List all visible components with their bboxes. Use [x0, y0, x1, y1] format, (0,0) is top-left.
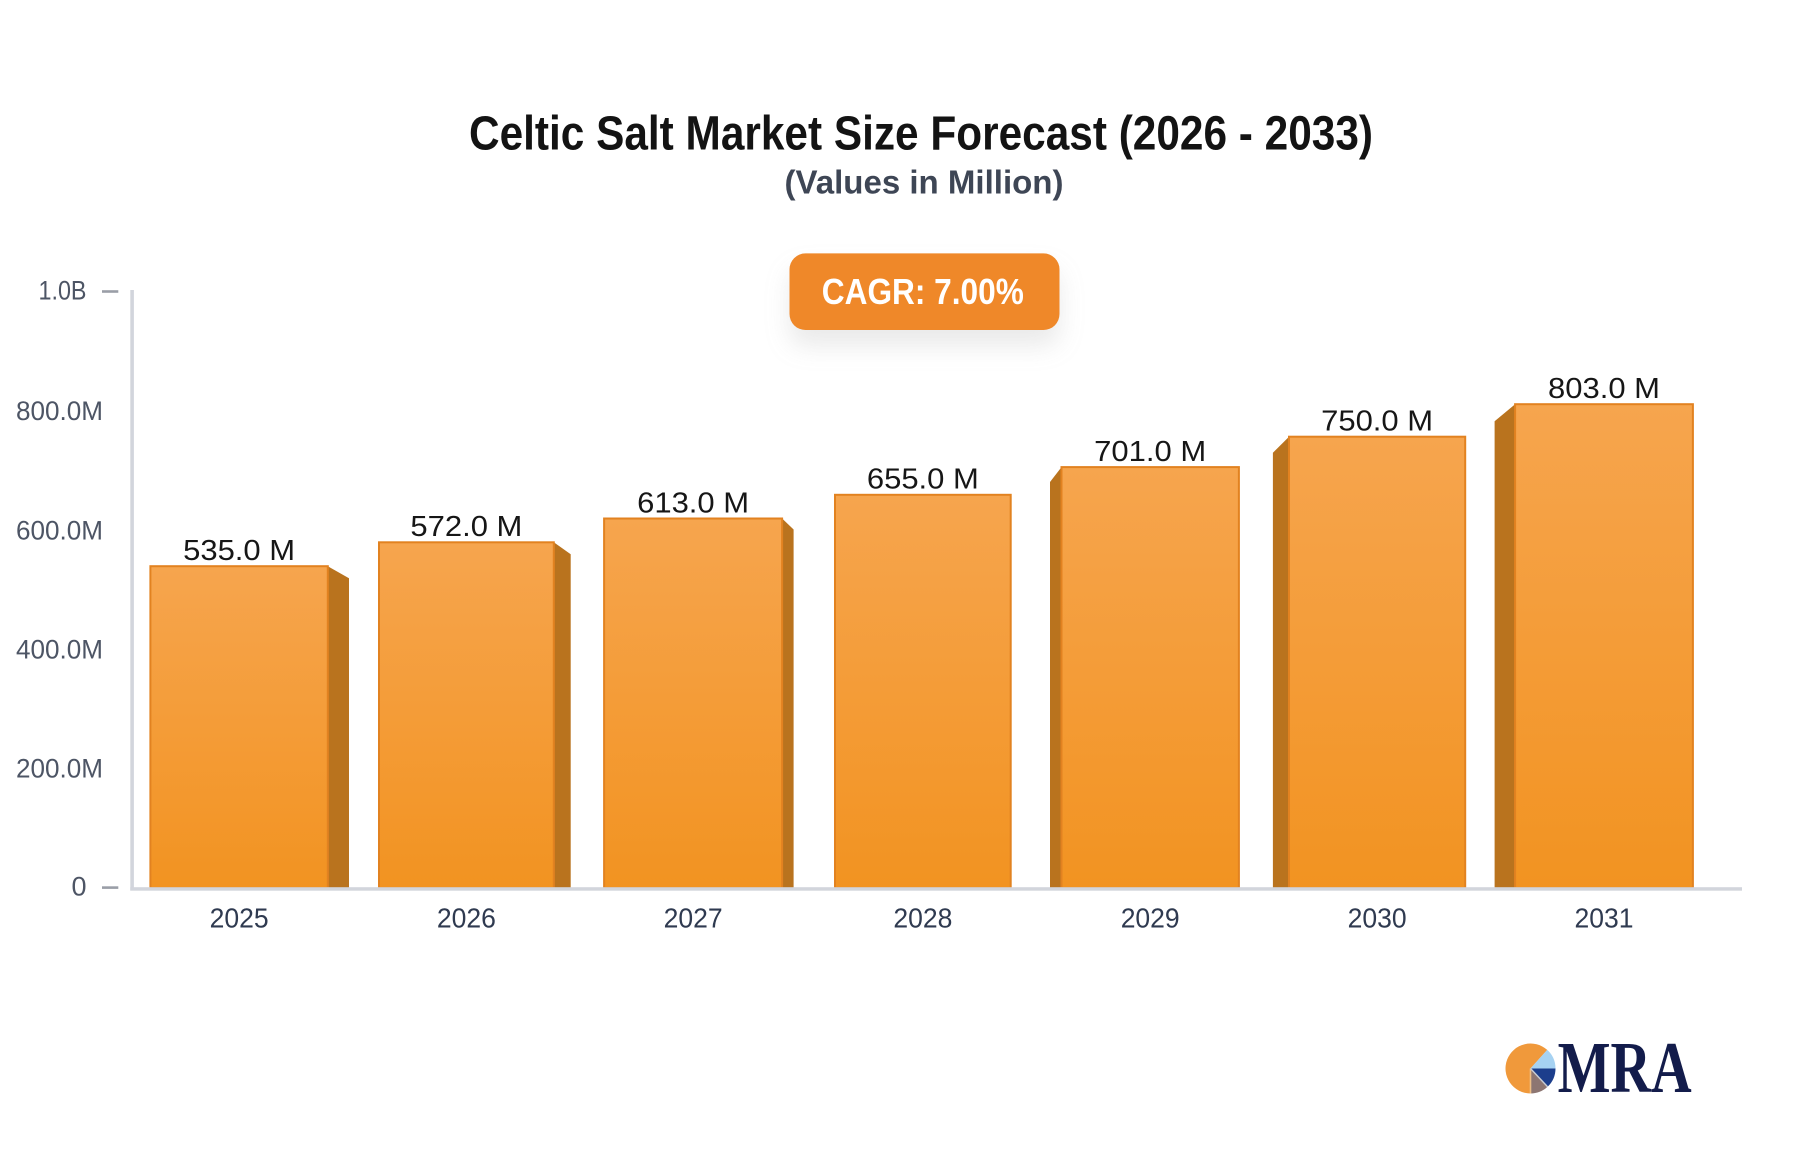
svg-text:2025: 2025 — [210, 903, 269, 934]
svg-text:2031: 2031 — [1575, 903, 1634, 934]
svg-text:1.0B: 1.0B — [39, 276, 87, 306]
svg-text:600.0M: 600.0M — [16, 515, 103, 545]
svg-text:803.0 M: 803.0 M — [1548, 373, 1660, 405]
svg-text:(Values in Million): (Values in Million) — [785, 164, 1064, 201]
svg-text:2030: 2030 — [1348, 903, 1407, 934]
svg-text:0: 0 — [71, 872, 86, 902]
svg-text:800.0M: 800.0M — [16, 396, 103, 426]
svg-text:701.0 M: 701.0 M — [1094, 436, 1206, 468]
svg-text:2027: 2027 — [664, 903, 723, 934]
svg-text:750.0 M: 750.0 M — [1321, 406, 1433, 438]
svg-text:MRA: MRA — [1558, 1027, 1692, 1108]
svg-text:2028: 2028 — [893, 903, 952, 934]
svg-text:655.0 M: 655.0 M — [867, 464, 979, 496]
svg-text:2029: 2029 — [1121, 903, 1180, 934]
svg-text:535.0 M: 535.0 M — [183, 535, 295, 567]
svg-text:Celtic Salt Market Size Foreca: Celtic Salt Market Size Forecast (2026 -… — [469, 108, 1373, 161]
svg-text:613.0 M: 613.0 M — [637, 487, 749, 519]
svg-text:2026: 2026 — [437, 903, 496, 934]
svg-text:572.0 M: 572.0 M — [410, 511, 522, 543]
svg-text:CAGR: 7.00%: CAGR: 7.00% — [822, 271, 1024, 312]
svg-text:200.0M: 200.0M — [16, 754, 103, 784]
svg-text:400.0M: 400.0M — [16, 635, 103, 665]
